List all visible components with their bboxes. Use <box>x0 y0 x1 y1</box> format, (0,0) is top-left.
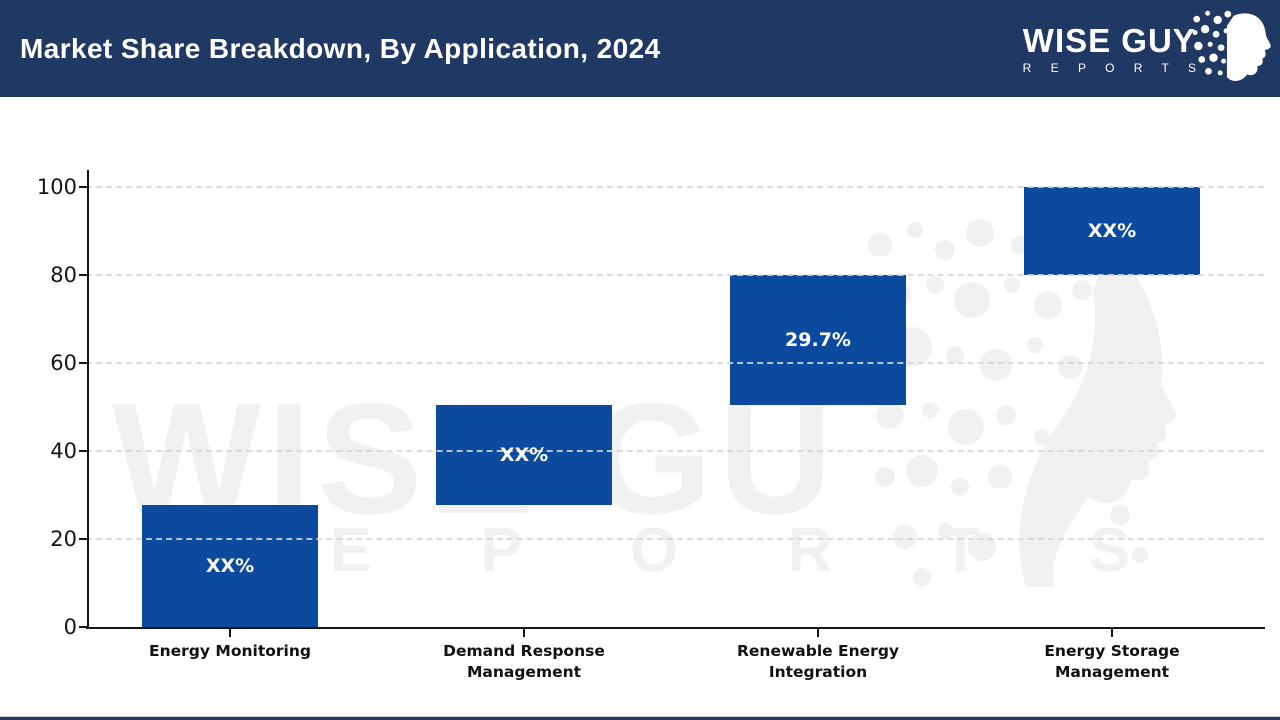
wiseguy-logo: WISE GUY R E P O R T S <box>1015 0 1274 97</box>
bar-0 <box>142 505 318 627</box>
x-category-label-1: Demand Response Management <box>443 641 605 683</box>
y-tick-mark-80 <box>79 274 88 276</box>
bar-value-label-3: XX% <box>1087 219 1137 242</box>
x-category-label-3: Energy Storage Management <box>1044 641 1179 683</box>
x-category-label-line: Management <box>1054 663 1170 681</box>
x-axis-line <box>86 627 1265 629</box>
wiseguy-logo-subtitle: R E P O R T S <box>1022 61 1204 75</box>
x-tick-mark-0 <box>229 629 231 637</box>
x-category-label-line: Management <box>466 663 582 681</box>
y-tick-mark-40 <box>79 450 88 452</box>
y-tick-label-40: 40 <box>50 439 77 463</box>
y-tick-label-80: 80 <box>50 263 77 287</box>
bar-3 <box>1024 187 1200 275</box>
header-bar: Market Share Breakdown, By Application, … <box>0 0 1280 97</box>
gridline-y40 <box>86 450 1264 452</box>
x-category-label-line: Renewable Energy <box>736 642 900 660</box>
x-category-label-line: Integration <box>768 663 868 681</box>
y-tick-label-20: 20 <box>50 527 77 551</box>
x-category-label-line: Energy Monitoring <box>149 642 311 660</box>
x-tick-mark-1 <box>523 629 525 637</box>
wiseguy-head-icon <box>1190 2 1274 95</box>
x-category-label-0: Energy Monitoring <box>149 641 311 662</box>
bar-2 <box>730 274 906 406</box>
gridline-y100 <box>86 186 1264 188</box>
chart-canvas: WISE GU R E P O R T S <box>0 97 1280 720</box>
bar-value-label-2: 29.7% <box>785 328 851 351</box>
x-category-label-2: Renewable Energy Integration <box>737 641 899 683</box>
page-title: Market Share Breakdown, By Application, … <box>20 32 661 64</box>
y-axis-line <box>87 170 89 629</box>
y-tick-label-0: 0 <box>63 615 77 639</box>
y-tick-label-60: 60 <box>50 351 77 375</box>
wiseguy-logo-text: WISE GUY R E P O R T S <box>1015 22 1204 75</box>
wiseguy-logo-wordmark: WISE GUY <box>1022 22 1196 59</box>
gridline-y20 <box>86 538 1264 540</box>
bar-value-label-0: XX% <box>205 555 255 578</box>
watermark-head-dots-icon <box>860 215 1210 620</box>
x-category-label-line: Energy Storage <box>1044 642 1180 660</box>
y-tick-mark-0 <box>79 626 88 628</box>
x-tick-mark-3 <box>1111 629 1113 637</box>
gridline-y60 <box>86 362 1264 364</box>
y-tick-mark-20 <box>79 538 88 540</box>
bar-1 <box>436 405 612 506</box>
x-tick-mark-2 <box>817 629 819 637</box>
y-tick-mark-60 <box>79 362 88 364</box>
y-tick-label-100: 100 <box>36 175 77 199</box>
y-tick-mark-100 <box>79 186 88 188</box>
bar-value-label-1: XX% <box>499 444 549 467</box>
x-category-label-line: Demand Response <box>443 642 605 660</box>
gridline-y80 <box>86 274 1264 276</box>
footer-bar <box>0 716 1280 720</box>
